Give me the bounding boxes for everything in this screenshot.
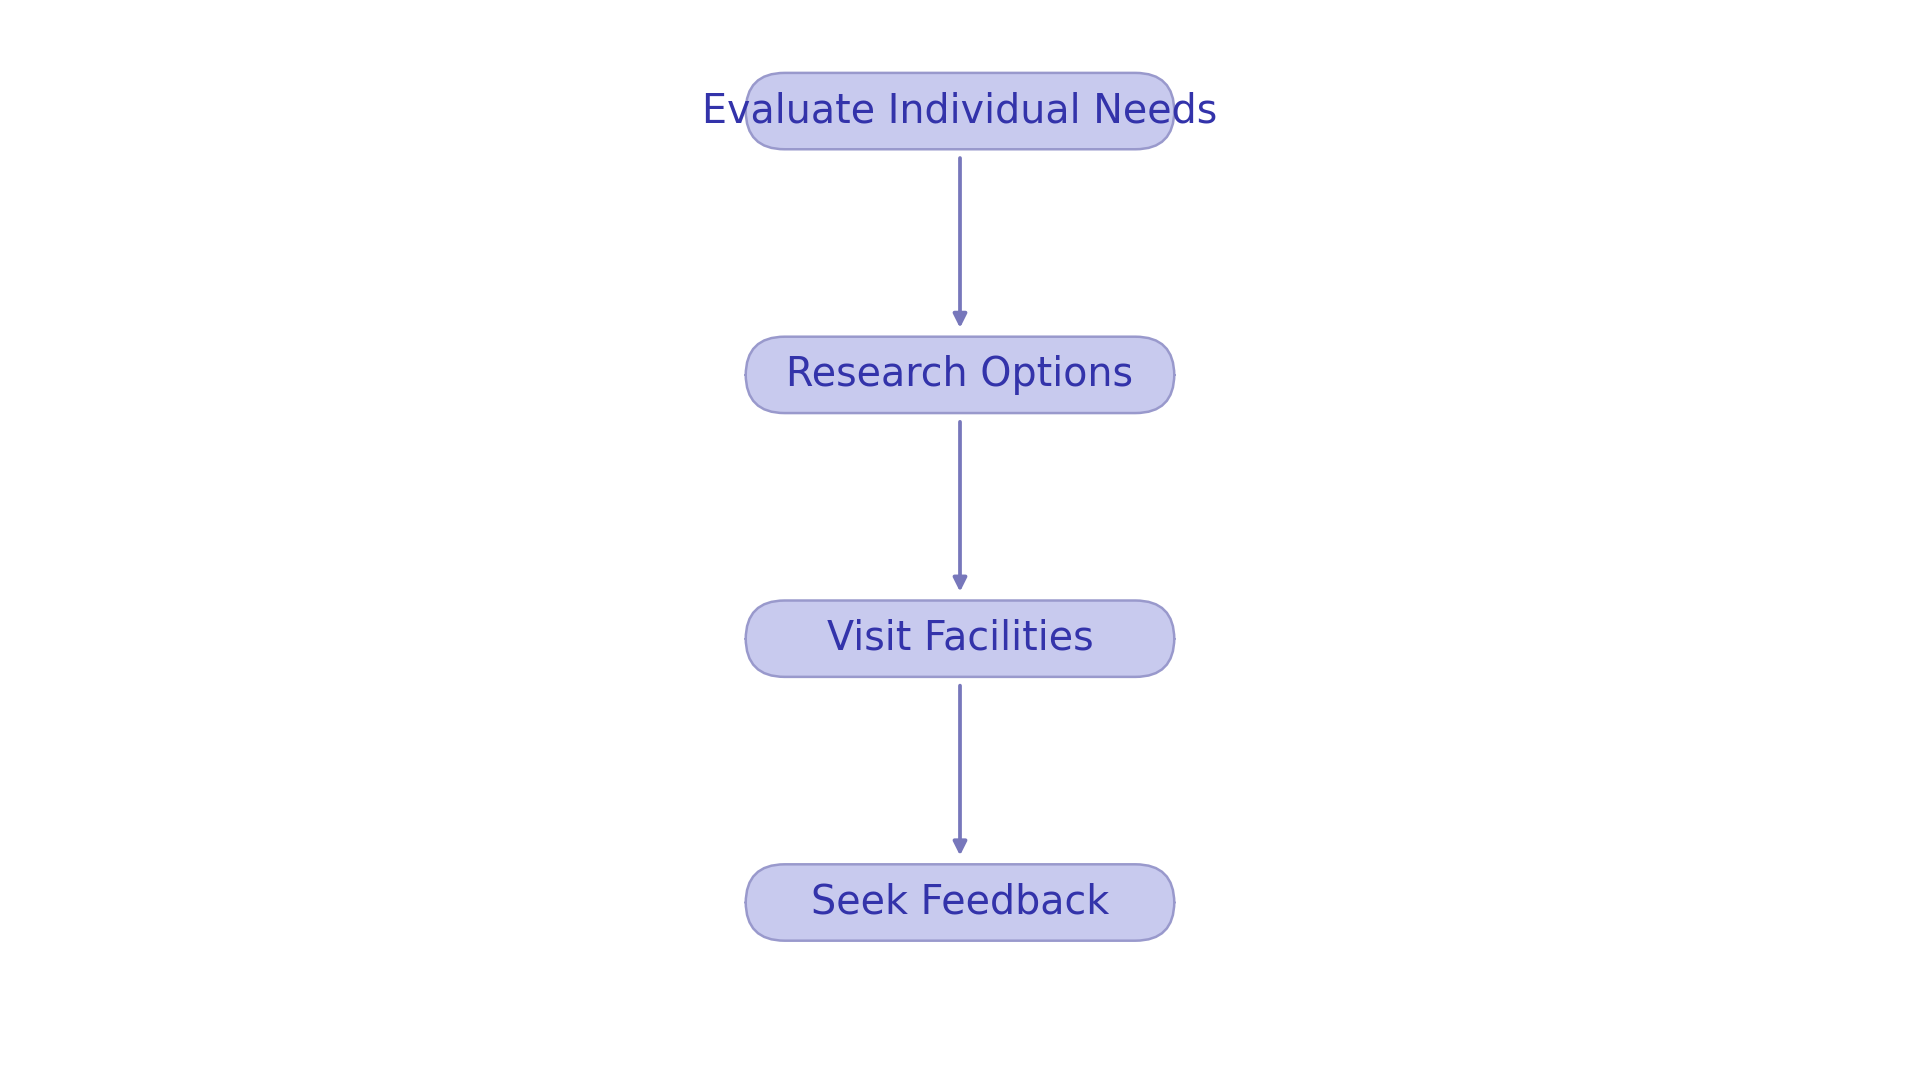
Text: Visit Facilities: Visit Facilities — [828, 618, 1092, 658]
Text: Research Options: Research Options — [787, 355, 1133, 395]
FancyBboxPatch shape — [745, 73, 1175, 149]
Text: Seek Feedback: Seek Feedback — [810, 883, 1110, 923]
FancyBboxPatch shape — [745, 600, 1175, 677]
FancyBboxPatch shape — [745, 337, 1175, 413]
Text: Evaluate Individual Needs: Evaluate Individual Needs — [703, 91, 1217, 131]
FancyBboxPatch shape — [745, 864, 1175, 941]
